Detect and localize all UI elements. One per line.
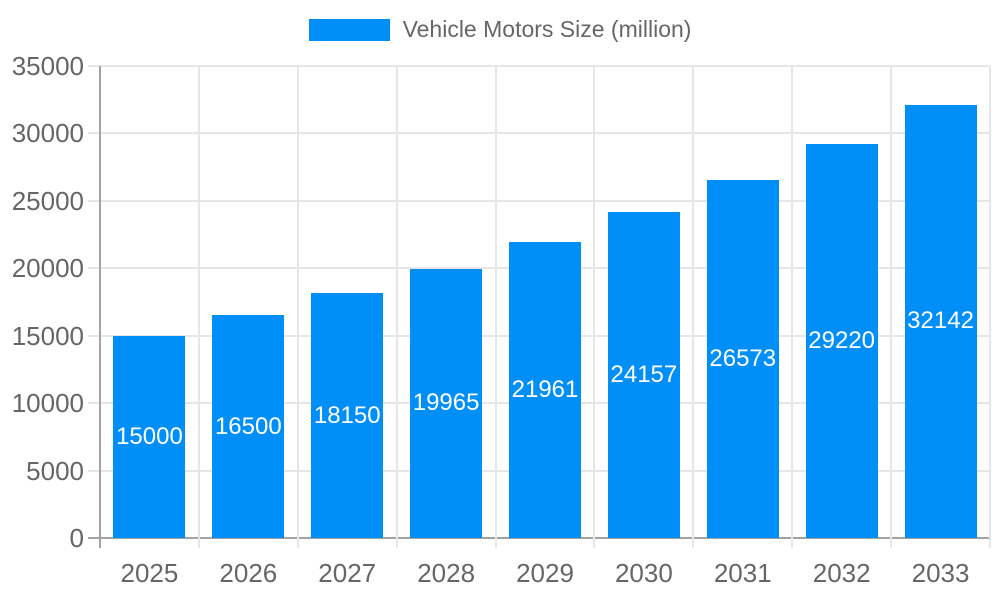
x-gridline: [989, 66, 991, 548]
y-axis-tick-label: 0: [69, 523, 84, 553]
y-gridline: [88, 132, 990, 135]
x-axis-tick-label: 2031: [713, 558, 772, 588]
y-axis-tick-label: 5000: [26, 455, 84, 486]
legend-color-swatch: [308, 18, 390, 41]
legend-label: Vehicle Motors Size (million): [402, 16, 692, 42]
x-gridline: [890, 66, 893, 548]
x-gridline: [692, 66, 695, 548]
x-gridline: [593, 66, 596, 548]
bar-2030[interactable]: 24157: [607, 212, 680, 538]
y-axis-line: [99, 66, 101, 548]
x-axis-tick-label: 2032: [812, 558, 871, 588]
bar-value-label: 29220: [808, 326, 876, 354]
y-axis-tick-label: 30000: [11, 118, 84, 149]
y-axis-tick-label: 15000: [11, 320, 84, 351]
bar-value-label: 19965: [412, 389, 480, 417]
x-axis-tick-label: 2028: [417, 558, 476, 588]
bar-value-label: 18150: [313, 401, 381, 429]
bar-value-label: 16500: [214, 412, 282, 440]
bar-value-label: 24157: [610, 361, 678, 389]
x-axis-tick-label: 2030: [614, 558, 673, 588]
y-axis-tick-label: 20000: [11, 253, 84, 284]
x-gridline: [197, 66, 200, 548]
bar-value-label: 26573: [709, 344, 777, 372]
y-gridline: [88, 537, 990, 539]
legend[interactable]: Vehicle Motors Size (million): [0, 16, 1000, 43]
bar-2031[interactable]: 26573: [706, 179, 779, 538]
bar-2028[interactable]: 19965: [410, 268, 483, 538]
x-gridline: [296, 66, 299, 548]
y-gridline: [88, 199, 990, 202]
bar-2027[interactable]: 18150: [311, 293, 384, 538]
bar-2029[interactable]: 21961: [509, 241, 581, 538]
bar-value-label: 15000: [116, 422, 183, 450]
bar-value-label: 32142: [907, 307, 974, 335]
x-gridline: [395, 66, 398, 548]
x-gridline: [494, 66, 497, 548]
x-axis-tick-label: 2025: [120, 558, 179, 588]
bar-2026[interactable]: 16500: [212, 315, 285, 538]
bar-2032[interactable]: 29220: [805, 143, 878, 538]
y-gridline: [88, 65, 990, 67]
bar-2033[interactable]: 32142: [904, 104, 977, 538]
x-gridline: [791, 66, 794, 548]
x-axis-tick-label: 2027: [318, 558, 377, 588]
y-axis-tick-label: 25000: [11, 185, 84, 216]
bar-2025[interactable]: 15000: [113, 335, 186, 538]
y-axis-tick-label: 10000: [11, 388, 84, 419]
y-axis-tick-label: 35000: [11, 51, 84, 81]
x-axis-tick-label: 2026: [219, 558, 278, 588]
x-axis-tick-label: 2029: [516, 558, 574, 588]
x-axis-tick-label: 2033: [911, 558, 970, 588]
bar-value-label: 21961: [511, 375, 579, 403]
